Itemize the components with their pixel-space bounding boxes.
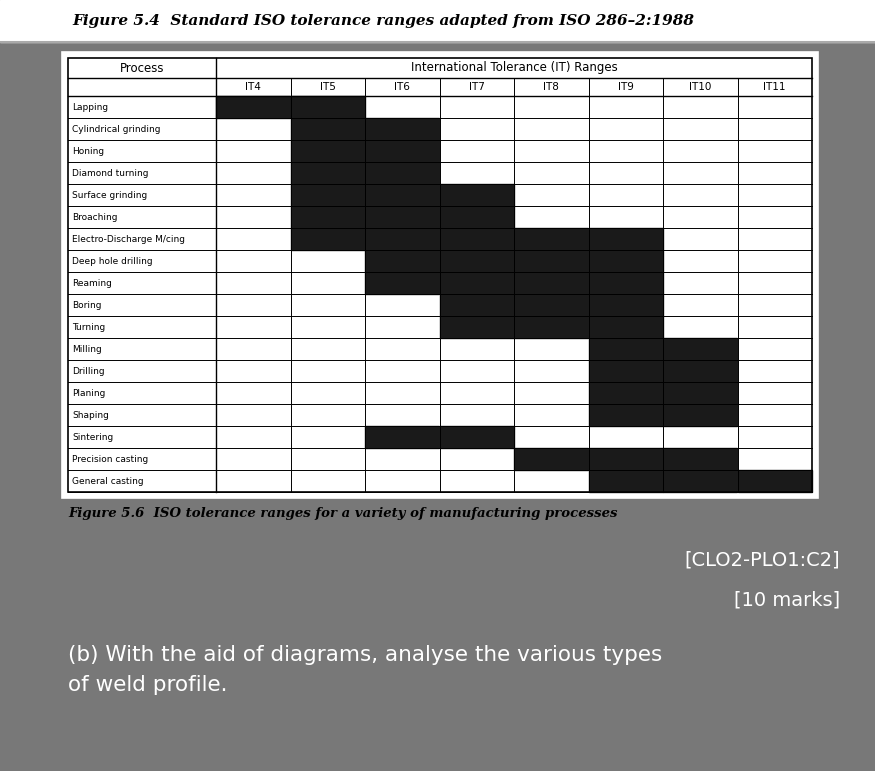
Bar (440, 207, 514, 227)
Bar (514, 251, 588, 271)
Text: IT5: IT5 (320, 82, 336, 92)
Bar (663, 448, 738, 470)
Text: International Tolerance (IT) Ranges: International Tolerance (IT) Ranges (410, 62, 618, 75)
Text: Electro-Discharge M/cing: Electro-Discharge M/cing (72, 234, 185, 244)
Bar (0, 0, 875, 42)
Text: Boring: Boring (72, 301, 102, 309)
Bar (514, 272, 588, 294)
Text: Sintering: Sintering (72, 433, 113, 442)
Bar (589, 470, 662, 492)
Bar (589, 251, 662, 271)
Bar (365, 118, 439, 140)
Bar (290, 96, 365, 118)
Bar (514, 448, 588, 470)
Text: IT8: IT8 (543, 82, 559, 92)
Text: Process: Process (120, 62, 164, 75)
Text: IT11: IT11 (764, 82, 786, 92)
Bar (589, 316, 662, 338)
Text: Milling: Milling (72, 345, 102, 353)
Text: Reaming: Reaming (72, 278, 112, 288)
Text: IT4: IT4 (245, 82, 262, 92)
Bar (365, 426, 439, 448)
Text: IT9: IT9 (618, 82, 634, 92)
Text: Honing: Honing (72, 146, 104, 156)
Bar (440, 251, 514, 271)
Text: Shaping: Shaping (72, 410, 108, 419)
Bar (68, 58, 812, 492)
Text: Deep hole drilling: Deep hole drilling (72, 257, 152, 265)
Text: Lapping: Lapping (72, 103, 108, 112)
Bar (514, 316, 588, 338)
Bar (440, 272, 514, 294)
Bar (365, 207, 439, 227)
Bar (216, 96, 290, 118)
Bar (514, 295, 588, 315)
Bar (663, 404, 738, 426)
Bar (440, 426, 514, 448)
Bar (589, 382, 662, 404)
Bar (290, 163, 365, 183)
Text: Broaching: Broaching (72, 213, 117, 221)
Bar (738, 470, 812, 492)
Bar (440, 295, 514, 315)
Bar (440, 184, 514, 206)
Bar (365, 184, 439, 206)
Bar (365, 272, 439, 294)
Bar (440, 316, 514, 338)
Bar (589, 448, 662, 470)
Bar (62, 52, 818, 498)
Bar (589, 272, 662, 294)
Bar (365, 140, 439, 162)
Bar (589, 404, 662, 426)
Text: Turning: Turning (72, 322, 105, 332)
Bar (290, 228, 365, 250)
Text: Planing: Planing (72, 389, 105, 398)
Bar (663, 360, 738, 382)
Bar (290, 140, 365, 162)
Text: Drilling: Drilling (72, 366, 105, 375)
Bar (589, 338, 662, 360)
Bar (514, 228, 588, 250)
Text: (b) With the aid of diagrams, analyse the various types
of weld profile.: (b) With the aid of diagrams, analyse th… (68, 645, 662, 695)
Bar (365, 163, 439, 183)
Text: Precision casting: Precision casting (72, 454, 148, 463)
Text: Figure 5.4  Standard ISO tolerance ranges adapted from ISO 286–2:1988: Figure 5.4 Standard ISO tolerance ranges… (72, 14, 694, 28)
Text: IT7: IT7 (469, 82, 485, 92)
Bar (589, 295, 662, 315)
Text: Cylindrical grinding: Cylindrical grinding (72, 124, 160, 133)
Text: Figure 5.6  ISO tolerance ranges for a variety of manufacturing processes: Figure 5.6 ISO tolerance ranges for a va… (68, 507, 618, 520)
Text: [CLO2-PLO1:C2]: [CLO2-PLO1:C2] (684, 550, 840, 570)
Bar (663, 470, 738, 492)
Bar (440, 228, 514, 250)
Text: Diamond turning: Diamond turning (72, 169, 149, 177)
Text: IT10: IT10 (690, 82, 711, 92)
Bar (290, 207, 365, 227)
Bar (589, 228, 662, 250)
Bar (663, 382, 738, 404)
Text: [10 marks]: [10 marks] (734, 591, 840, 610)
Bar (589, 360, 662, 382)
Bar (365, 251, 439, 271)
Bar (290, 184, 365, 206)
Text: Surface grinding: Surface grinding (72, 190, 147, 200)
Text: IT6: IT6 (395, 82, 410, 92)
Bar (365, 228, 439, 250)
Bar (663, 338, 738, 360)
Bar (290, 118, 365, 140)
Text: General casting: General casting (72, 476, 144, 486)
